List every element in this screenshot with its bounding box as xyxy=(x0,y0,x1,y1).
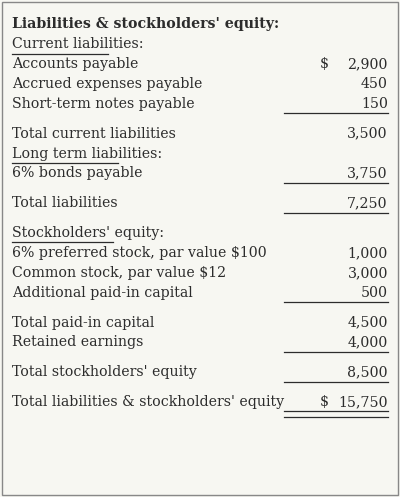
Text: Stockholders' equity:: Stockholders' equity: xyxy=(12,226,164,240)
Text: 3,000: 3,000 xyxy=(348,266,388,280)
Text: 3,750: 3,750 xyxy=(347,166,388,180)
Text: Total paid-in capital: Total paid-in capital xyxy=(12,316,154,330)
Text: Total liabilities: Total liabilities xyxy=(12,196,118,210)
Text: Accounts payable: Accounts payable xyxy=(12,57,138,71)
Text: Accrued expenses payable: Accrued expenses payable xyxy=(12,77,202,91)
Text: 8,500: 8,500 xyxy=(347,365,388,379)
Text: 500: 500 xyxy=(361,286,388,300)
Text: 4,000: 4,000 xyxy=(348,335,388,349)
Text: 1,000: 1,000 xyxy=(348,246,388,260)
Text: Total liabilities & stockholders' equity: Total liabilities & stockholders' equity xyxy=(12,395,284,409)
Text: Liabilities & stockholders' equity:: Liabilities & stockholders' equity: xyxy=(12,17,279,31)
Text: 15,750: 15,750 xyxy=(338,395,388,409)
Text: Total stockholders' equity: Total stockholders' equity xyxy=(12,365,197,379)
Text: Additional paid-in capital: Additional paid-in capital xyxy=(12,286,193,300)
Text: $: $ xyxy=(320,57,329,71)
Text: Long term liabilities:: Long term liabilities: xyxy=(12,147,162,161)
Text: 3,500: 3,500 xyxy=(347,127,388,141)
Text: Common stock, par value $12: Common stock, par value $12 xyxy=(12,266,226,280)
Text: 450: 450 xyxy=(361,77,388,91)
Text: 7,250: 7,250 xyxy=(347,196,388,210)
Text: 150: 150 xyxy=(361,97,388,111)
Text: Retained earnings: Retained earnings xyxy=(12,335,143,349)
Text: Current liabilities:: Current liabilities: xyxy=(12,37,144,51)
Text: Total current liabilities: Total current liabilities xyxy=(12,127,176,141)
Text: 4,500: 4,500 xyxy=(348,316,388,330)
Text: Short-term notes payable: Short-term notes payable xyxy=(12,97,195,111)
Text: 6% preferred stock, par value $100: 6% preferred stock, par value $100 xyxy=(12,246,267,260)
Text: 2,900: 2,900 xyxy=(348,57,388,71)
Text: 6% bonds payable: 6% bonds payable xyxy=(12,166,142,180)
Text: $: $ xyxy=(320,395,329,409)
